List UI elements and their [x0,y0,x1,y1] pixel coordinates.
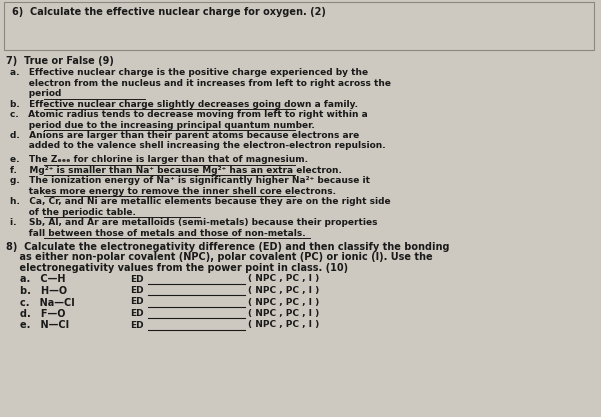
Text: ( NPC , PC , I ): ( NPC , PC , I ) [248,321,319,329]
FancyBboxPatch shape [4,2,594,50]
Text: 6)  Calculate the effective nuclear charge for oxygen. (2): 6) Calculate the effective nuclear charg… [12,7,326,17]
Text: c.   Na—Cl: c. Na—Cl [20,297,75,307]
Text: ED: ED [130,297,144,306]
Text: period due to the increasing principal quantum number.: period due to the increasing principal q… [10,121,315,130]
Text: b.   Effective nuclear charge slightly decreases going down a family.: b. Effective nuclear charge slightly dec… [10,100,358,108]
Text: ED: ED [130,309,144,318]
Text: as either non-polar covalent (NPC), polar covalent (PC) or ionic (I). Use the: as either non-polar covalent (NPC), pola… [6,253,433,262]
Text: i.    Sb, Al, and Ar are metalloids (semi-metals) because their properties: i. Sb, Al, and Ar are metalloids (semi-m… [10,218,377,227]
Text: added to the valence shell increasing the electron-electron repulsion.: added to the valence shell increasing th… [10,141,386,151]
Text: ED: ED [130,274,144,284]
Text: of the periodic table.: of the periodic table. [10,208,136,216]
Text: ( NPC , PC , I ): ( NPC , PC , I ) [248,297,319,306]
Text: e.   The Zₑₑₑ for chlorine is larger than that of magnesium.: e. The Zₑₑₑ for chlorine is larger than … [10,155,308,164]
Text: a.   Effective nuclear charge is the positive charge experienced by the: a. Effective nuclear charge is the posit… [10,68,368,77]
Text: ( NPC , PC , I ): ( NPC , PC , I ) [248,274,319,284]
Text: period: period [10,89,61,98]
Text: c.   Atomic radius tends to decrease moving from left to right within a: c. Atomic radius tends to decrease movin… [10,110,368,119]
Text: f.    Mg²⁺ is smaller than Na⁺ because Mg²⁺ has an extra electron.: f. Mg²⁺ is smaller than Na⁺ because Mg²⁺… [10,166,342,174]
Text: b.   H—O: b. H—O [20,286,67,296]
Text: ( NPC , PC , I ): ( NPC , PC , I ) [248,286,319,295]
Text: a.   C—H: a. C—H [20,274,66,284]
Text: ED: ED [130,321,144,329]
Text: fall between those of metals and those of non-metals.: fall between those of metals and those o… [10,229,306,238]
Text: h.   Ca, Cr, and Ni are metallic elements because they are on the right side: h. Ca, Cr, and Ni are metallic elements … [10,197,391,206]
Text: electron from the nucleus and it increases from left to right across the: electron from the nucleus and it increas… [10,78,391,88]
Text: g.   The ionization energy of Na⁺ is significantly higher Na²⁺ because it: g. The ionization energy of Na⁺ is signi… [10,176,370,185]
Text: 8)  Calculate the electronegativity difference (ED) and then classify the bondin: 8) Calculate the electronegativity diffe… [6,242,450,252]
Text: 7)  True or False (9): 7) True or False (9) [6,56,114,66]
Text: e.   N—Cl: e. N—Cl [20,321,69,331]
Text: ED: ED [130,286,144,295]
Text: ( NPC , PC , I ): ( NPC , PC , I ) [248,309,319,318]
Text: electronegativity values from the power point in class. (10): electronegativity values from the power … [6,263,348,273]
Text: d.   Anions are larger than their parent atoms because electrons are: d. Anions are larger than their parent a… [10,131,359,140]
Text: d.   F—O: d. F—O [20,309,66,319]
Text: takes more energy to remove the inner shell core electrons.: takes more energy to remove the inner sh… [10,186,336,196]
